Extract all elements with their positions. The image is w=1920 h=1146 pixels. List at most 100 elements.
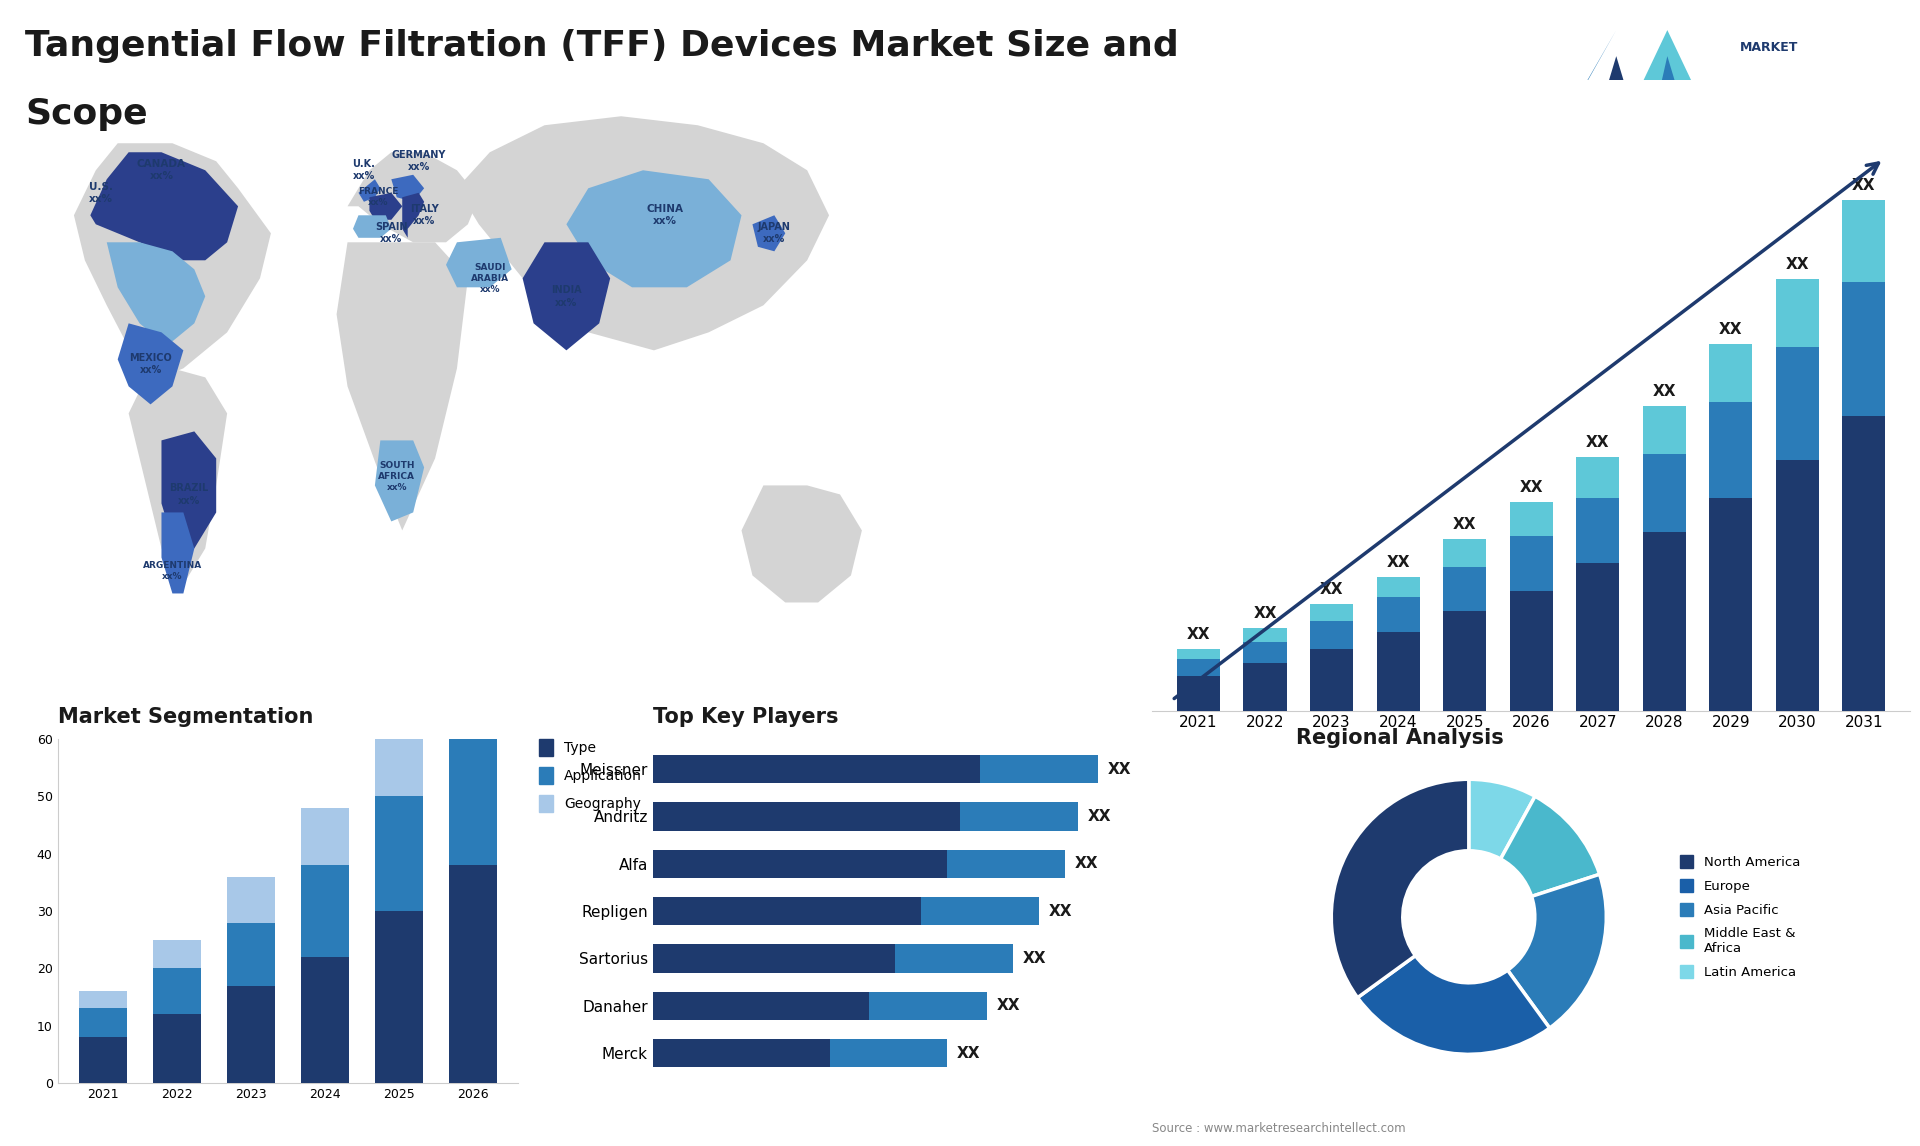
Bar (301, 957, 349, 1083)
Text: Top Key Players: Top Key Players (653, 706, 839, 727)
Text: BRAZIL
xx%: BRAZIL xx% (169, 484, 209, 505)
Bar (653, 755, 979, 783)
Bar (449, 619, 497, 722)
Bar (1509, 536, 1553, 590)
Wedge shape (1501, 796, 1599, 896)
Bar (79, 991, 127, 1008)
Polygon shape (1588, 56, 1645, 154)
Wedge shape (1469, 779, 1536, 860)
Bar (1576, 563, 1619, 711)
Bar (227, 986, 275, 1083)
Polygon shape (73, 143, 271, 377)
Bar (1377, 631, 1419, 711)
Text: SPAIN
xx%: SPAIN xx% (374, 222, 407, 244)
Text: XX: XX (1718, 322, 1743, 337)
Polygon shape (753, 215, 785, 251)
Text: XX: XX (1089, 809, 1112, 824)
Text: INTELLECT: INTELLECT (1740, 116, 1803, 128)
Bar (1177, 659, 1221, 676)
Text: JAPAN
xx%: JAPAN xx% (758, 222, 791, 244)
Text: MEXICO
xx%: MEXICO xx% (129, 353, 173, 375)
Bar (1576, 499, 1619, 563)
Bar (1709, 402, 1753, 499)
Bar (1509, 502, 1553, 536)
Wedge shape (1507, 874, 1607, 1028)
Bar (79, 1037, 127, 1083)
Bar (1644, 454, 1686, 533)
Bar (653, 849, 947, 878)
Text: SOUTH
AFRICA
xx%: SOUTH AFRICA xx% (378, 461, 415, 492)
Polygon shape (369, 193, 401, 220)
Bar (895, 944, 1014, 973)
Text: XX: XX (1048, 903, 1071, 919)
Bar (154, 968, 202, 1014)
Text: GERMANY
xx%: GERMANY xx% (392, 150, 445, 172)
Polygon shape (401, 193, 424, 238)
Text: XX: XX (1386, 555, 1409, 570)
Text: MARKET: MARKET (1740, 41, 1799, 54)
Bar (653, 897, 922, 925)
Bar (154, 1014, 202, 1083)
Text: XX: XX (1453, 517, 1476, 533)
Polygon shape (741, 486, 862, 603)
Text: Source : www.marketresearchintellect.com: Source : www.marketresearchintellect.com (1152, 1122, 1405, 1136)
Polygon shape (108, 242, 205, 342)
Bar (1644, 406, 1686, 454)
Text: SAUDI
ARABIA
xx%: SAUDI ARABIA xx% (470, 262, 509, 293)
Bar (1709, 344, 1753, 402)
Bar (449, 865, 497, 1083)
Text: ITALY
xx%: ITALY xx% (409, 204, 438, 227)
Text: Market Segmentation: Market Segmentation (58, 706, 313, 727)
Bar (653, 991, 868, 1020)
Text: Regional Analysis: Regional Analysis (1296, 728, 1503, 747)
Polygon shape (348, 152, 478, 242)
Text: FRANCE
xx%: FRANCE xx% (357, 187, 397, 207)
Bar (374, 716, 422, 796)
Bar (1309, 649, 1354, 711)
Text: Scope: Scope (25, 97, 148, 132)
Bar (653, 944, 895, 973)
Bar (1576, 457, 1619, 499)
Polygon shape (457, 116, 829, 351)
Text: U.K.
xx%: U.K. xx% (353, 159, 376, 181)
Text: INDIA
xx%: INDIA xx% (551, 285, 582, 307)
Polygon shape (1609, 30, 1726, 154)
Text: RESEARCH: RESEARCH (1740, 78, 1814, 92)
Bar (1244, 662, 1286, 711)
Bar (1444, 540, 1486, 566)
Wedge shape (1357, 956, 1549, 1054)
Text: XX: XX (1586, 435, 1609, 450)
Polygon shape (392, 175, 424, 202)
Text: CANADA
xx%: CANADA xx% (136, 159, 186, 181)
Text: XX: XX (996, 998, 1020, 1013)
Bar (947, 849, 1066, 878)
Bar (1709, 499, 1753, 711)
Bar (922, 897, 1039, 925)
Text: XX: XX (1187, 627, 1210, 642)
Polygon shape (445, 238, 511, 288)
Polygon shape (1645, 56, 1697, 154)
Bar (868, 991, 987, 1020)
Legend: North America, Europe, Asia Pacific, Middle East &
Africa, Latin America: North America, Europe, Asia Pacific, Mid… (1674, 849, 1805, 984)
Bar (979, 755, 1098, 783)
Text: CHINA
xx%: CHINA xx% (647, 204, 684, 227)
Polygon shape (336, 242, 468, 531)
Polygon shape (1548, 30, 1653, 154)
Bar (1776, 461, 1818, 711)
Bar (227, 877, 275, 923)
Bar (1244, 628, 1286, 642)
Text: XX: XX (1853, 179, 1876, 194)
Bar (1841, 282, 1885, 416)
Text: XX: XX (958, 1045, 981, 1061)
Bar (154, 940, 202, 968)
Polygon shape (161, 431, 217, 549)
Bar (1377, 576, 1419, 597)
Bar (1644, 533, 1686, 711)
Polygon shape (359, 179, 380, 202)
Bar (1841, 201, 1885, 282)
Legend: Type, Application, Geography: Type, Application, Geography (540, 739, 641, 813)
Bar (374, 796, 422, 911)
Bar (1377, 597, 1419, 631)
Wedge shape (1331, 779, 1469, 998)
Bar (1177, 676, 1221, 711)
